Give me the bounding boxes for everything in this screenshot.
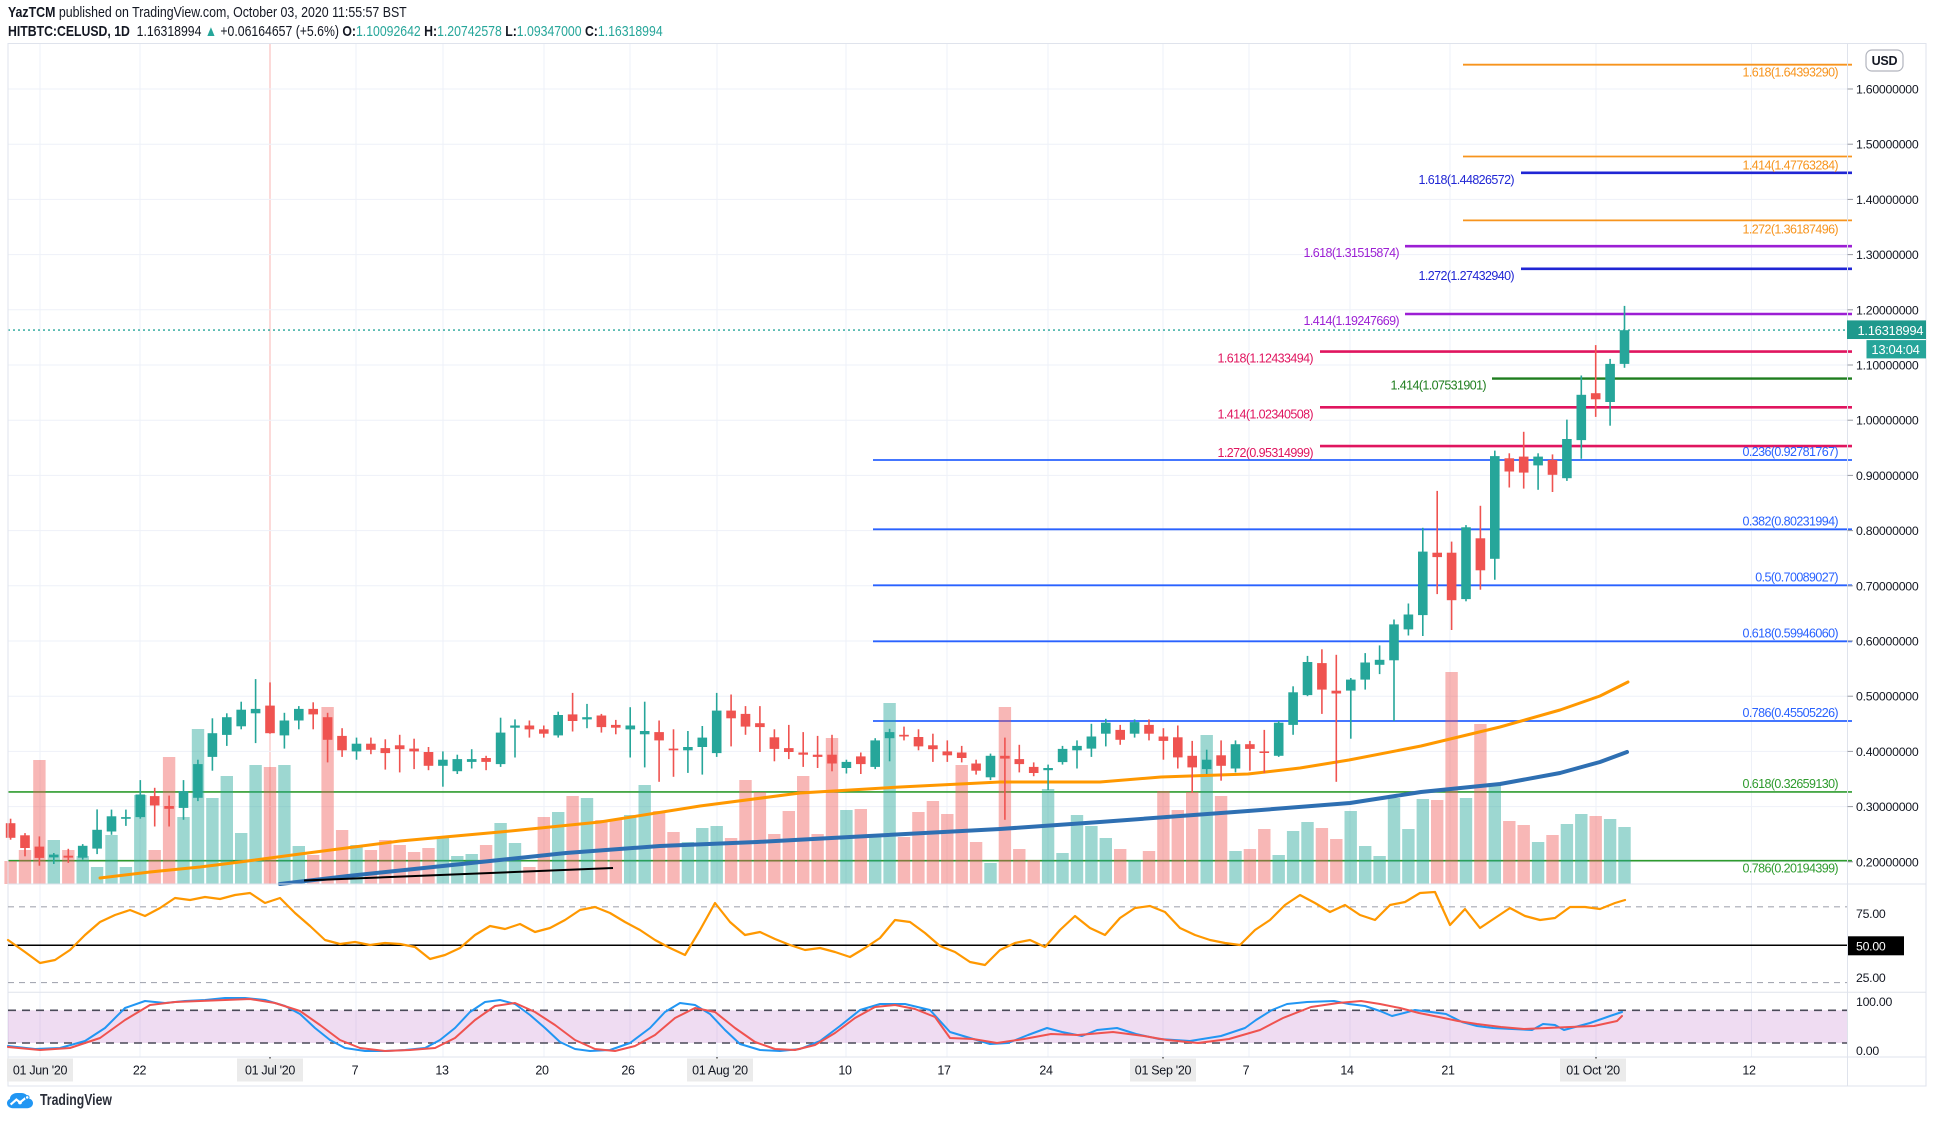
svg-text:1.40000000: 1.40000000 <box>1856 193 1919 207</box>
svg-text:01 Jul '20: 01 Jul '20 <box>245 1064 295 1078</box>
svg-text:1.618(1.31515874): 1.618(1.31515874) <box>1304 246 1400 260</box>
svg-text:17: 17 <box>937 1064 951 1078</box>
svg-text:1.618(1.12433494): 1.618(1.12433494) <box>1218 352 1314 366</box>
svg-text:01 Aug '20: 01 Aug '20 <box>692 1064 748 1078</box>
svg-text:1.272(0.95314999): 1.272(0.95314999) <box>1218 446 1314 460</box>
svg-text:0.50000000: 0.50000000 <box>1856 690 1919 704</box>
svg-text:0.20000000: 0.20000000 <box>1856 855 1919 869</box>
svg-text:50.00: 50.00 <box>1856 939 1886 953</box>
svg-text:0.236(0.92781767): 0.236(0.92781767) <box>1743 445 1839 459</box>
svg-text:1.414(1.47763284): 1.414(1.47763284) <box>1743 159 1839 173</box>
svg-text:20: 20 <box>535 1064 549 1078</box>
svg-text:1.618(1.64393290): 1.618(1.64393290) <box>1743 66 1839 80</box>
svg-text:1.414(1.19247669): 1.414(1.19247669) <box>1304 314 1400 328</box>
svg-text:22: 22 <box>133 1064 147 1078</box>
svg-text:10: 10 <box>838 1064 852 1078</box>
svg-text:01 Sep '20: 01 Sep '20 <box>1135 1064 1192 1078</box>
svg-text:7: 7 <box>1243 1064 1250 1078</box>
svg-text:01 Oct '20: 01 Oct '20 <box>1566 1064 1620 1078</box>
svg-text:24: 24 <box>1039 1064 1053 1078</box>
svg-text:26: 26 <box>621 1064 635 1078</box>
svg-text:75.00: 75.00 <box>1856 907 1886 921</box>
svg-text:12: 12 <box>1742 1064 1756 1078</box>
svg-text:0.618(0.32659130): 0.618(0.32659130) <box>1743 777 1839 791</box>
svg-text:1.414(1.07531901): 1.414(1.07531901) <box>1391 379 1487 393</box>
svg-text:0.786(0.45505226): 0.786(0.45505226) <box>1743 706 1839 720</box>
svg-text:14: 14 <box>1340 1064 1354 1078</box>
svg-text:100.00: 100.00 <box>1856 995 1893 1009</box>
svg-text:1.272(1.27432940): 1.272(1.27432940) <box>1419 269 1515 283</box>
svg-text:0.30000000: 0.30000000 <box>1856 800 1919 814</box>
svg-text:1.20000000: 1.20000000 <box>1856 303 1919 317</box>
svg-text:1.414(1.02340508): 1.414(1.02340508) <box>1218 407 1314 421</box>
svg-text:21: 21 <box>1441 1064 1455 1078</box>
svg-text:1.10000000: 1.10000000 <box>1856 359 1919 373</box>
svg-text:1.30000000: 1.30000000 <box>1856 248 1919 262</box>
svg-text:0.5(0.70089027): 0.5(0.70089027) <box>1755 570 1838 584</box>
svg-text:7: 7 <box>352 1064 359 1078</box>
svg-text:0.70000000: 0.70000000 <box>1856 579 1919 593</box>
svg-text:01 Jun '20: 01 Jun '20 <box>13 1064 68 1078</box>
svg-text:25.00: 25.00 <box>1856 971 1886 985</box>
svg-text:USD: USD <box>1872 54 1898 68</box>
svg-text:1.618(1.44826572): 1.618(1.44826572) <box>1419 173 1515 187</box>
svg-text:0.60000000: 0.60000000 <box>1856 635 1919 649</box>
svg-text:0.00: 0.00 <box>1856 1044 1879 1058</box>
svg-text:0.90000000: 0.90000000 <box>1856 469 1919 483</box>
svg-text:13:04:04: 13:04:04 <box>1871 342 1919 357</box>
svg-text:1.60000000: 1.60000000 <box>1856 83 1919 97</box>
svg-text:13: 13 <box>435 1064 449 1078</box>
svg-text:0.618(0.59946060): 0.618(0.59946060) <box>1743 626 1839 640</box>
svg-text:0.80000000: 0.80000000 <box>1856 524 1919 538</box>
svg-text:1.272(1.36187496): 1.272(1.36187496) <box>1743 222 1839 236</box>
svg-text:0.382(0.80231994): 0.382(0.80231994) <box>1743 514 1839 528</box>
svg-text:0.786(0.20194399): 0.786(0.20194399) <box>1743 862 1839 876</box>
svg-text:1.16318994: 1.16318994 <box>1858 323 1924 338</box>
svg-text:0.40000000: 0.40000000 <box>1856 745 1919 759</box>
svg-text:1.00000000: 1.00000000 <box>1856 414 1919 428</box>
svg-text:1.50000000: 1.50000000 <box>1856 138 1919 152</box>
